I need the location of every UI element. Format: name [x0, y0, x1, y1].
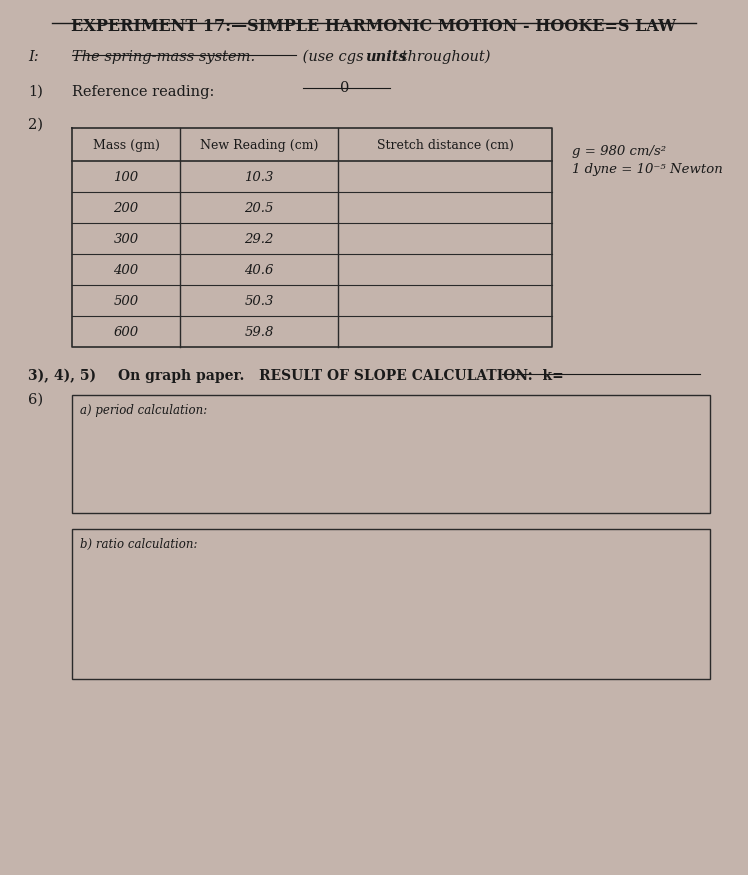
Text: New Reading (cm): New Reading (cm): [200, 139, 318, 152]
Text: 29.2: 29.2: [245, 233, 274, 246]
Text: g = 980 cm/s²: g = 980 cm/s²: [572, 145, 666, 158]
Text: 6): 6): [28, 393, 43, 407]
Text: 40.6: 40.6: [245, 264, 274, 277]
Text: Mass (gm): Mass (gm): [93, 139, 159, 152]
Text: 50.3: 50.3: [245, 295, 274, 308]
Text: The spring-mass system.: The spring-mass system.: [72, 50, 255, 64]
Text: 600: 600: [114, 326, 138, 339]
Text: 400: 400: [114, 264, 138, 277]
Text: EXPERIMENT 17:—SIMPLE HARMONIC MOTION - HOOKE=S LAW: EXPERIMENT 17:—SIMPLE HARMONIC MOTION - …: [72, 18, 676, 35]
Text: a) period calculation:: a) period calculation:: [80, 404, 207, 417]
Text: 300: 300: [114, 233, 138, 246]
Text: 10.3: 10.3: [245, 171, 274, 184]
Text: 1): 1): [28, 85, 43, 99]
Text: 1 dyne = 10⁻⁵ Newton: 1 dyne = 10⁻⁵ Newton: [572, 163, 723, 176]
Text: (use cgs: (use cgs: [298, 50, 368, 65]
Text: 500: 500: [114, 295, 138, 308]
Text: I:: I:: [28, 50, 39, 64]
Text: units: units: [365, 50, 407, 64]
Text: Reference reading:: Reference reading:: [72, 85, 215, 99]
Text: 20.5: 20.5: [245, 202, 274, 215]
Text: 3), 4), 5): 3), 4), 5): [28, 369, 96, 383]
Text: 100: 100: [114, 171, 138, 184]
Text: b) ratio calculation:: b) ratio calculation:: [80, 538, 197, 551]
Text: Stretch distance (cm): Stretch distance (cm): [376, 139, 513, 152]
Text: 2): 2): [28, 118, 43, 132]
Text: 0: 0: [340, 81, 349, 95]
Text: On graph paper.   RESULT OF SLOPE CALCULATION:  k=: On graph paper. RESULT OF SLOPE CALCULAT…: [118, 369, 564, 383]
Text: throughout): throughout): [397, 50, 491, 65]
Text: 59.8: 59.8: [245, 326, 274, 339]
Text: 200: 200: [114, 202, 138, 215]
